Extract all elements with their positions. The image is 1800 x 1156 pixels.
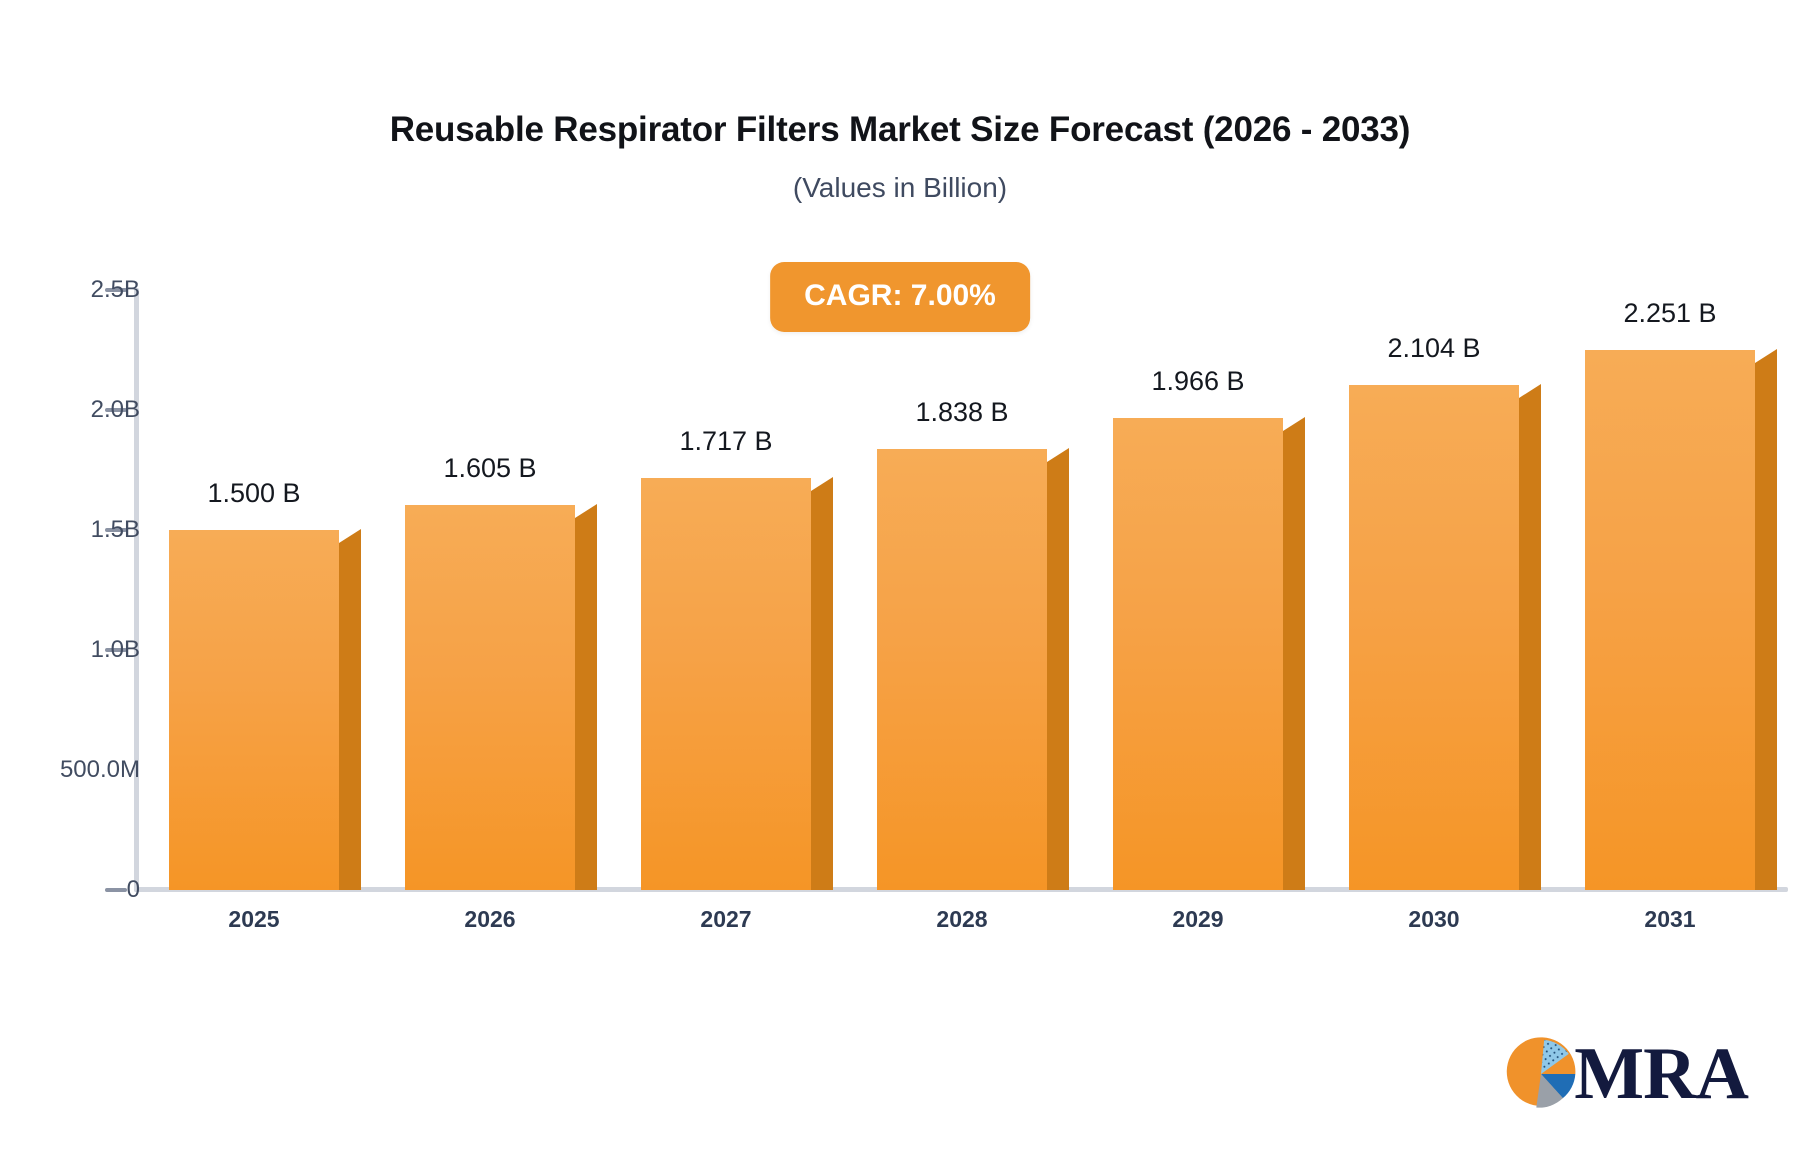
bar-value-label: 2.251 B	[1623, 298, 1717, 328]
bar-front-face	[641, 478, 811, 890]
bar-front-face	[1113, 418, 1283, 890]
brand-logo: MRA	[1502, 1032, 1749, 1115]
bar-2026[interactable]: 1.605 B	[405, 455, 597, 890]
bar-side-face	[1047, 462, 1069, 890]
chart-subtitle: (Values in Billion)	[792, 172, 1008, 204]
bar-value-label: 1.605 B	[443, 453, 537, 483]
bar-side-face	[811, 491, 833, 890]
bar-2025[interactable]: 1.500 B	[169, 480, 361, 890]
bar-bevel	[1283, 417, 1305, 431]
bar-side-face	[575, 518, 597, 890]
bar-side-face	[339, 543, 361, 890]
y-axis-tick-label: 0	[126, 876, 140, 903]
y-axis-line	[134, 288, 139, 892]
bar-front-face	[1585, 350, 1755, 890]
bar-value-label: 1.838 B	[915, 397, 1009, 427]
x-axis-label-2025: 2025	[228, 906, 280, 932]
y-axis-tick-label: 2.0B	[90, 396, 140, 423]
bar-front-face	[877, 449, 1047, 890]
bar-value-label: 1.717 B	[679, 426, 773, 456]
bar-2027[interactable]: 1.717 B	[641, 428, 833, 890]
cagr-badge: CAGR: 7.00%	[770, 262, 1030, 332]
y-axis-tick-label: 1.5B	[90, 516, 140, 543]
x-axis-label-2026: 2026	[464, 906, 516, 932]
y-axis-tick-mark	[105, 648, 127, 652]
x-axis-label-2028: 2028	[936, 906, 988, 932]
logo-wordmark: MRA	[1574, 1032, 1749, 1115]
x-axis-label-2031: 2031	[1644, 906, 1696, 932]
y-axis-tick-label: 2.5B	[90, 276, 140, 303]
y-axis-tick-mark	[105, 528, 127, 532]
bar-2030[interactable]: 2.104 B	[1349, 335, 1541, 890]
pie-chart-icon	[1507, 1037, 1576, 1108]
bar-bevel	[811, 477, 833, 491]
y-axis-tick-label: 500.0M	[59, 756, 140, 783]
bar-2029[interactable]: 1.966 B	[1113, 368, 1305, 890]
bar-2028[interactable]: 1.838 B	[877, 399, 1069, 890]
bar-bevel	[1519, 384, 1541, 398]
bar-front-face	[1349, 385, 1519, 890]
y-axis-tick-mark	[105, 288, 127, 292]
bar-side-face	[1755, 363, 1777, 890]
x-axis-label-2027: 2027	[700, 906, 752, 932]
bar-2031[interactable]: 2.251 B	[1585, 300, 1777, 890]
y-axis-tick-mark	[105, 408, 127, 412]
x-axis-label-2029: 2029	[1172, 906, 1224, 932]
y-axis-tick-mark	[105, 888, 127, 892]
bar-bevel	[1755, 349, 1777, 363]
chart-title: Reusable Respirator Filters Market Size …	[389, 110, 1411, 149]
bar-value-label: 2.104 B	[1387, 333, 1481, 363]
bar-bevel	[575, 504, 597, 518]
bar-side-face	[1519, 398, 1541, 890]
y-axis-tick-label: 1.0B	[90, 636, 140, 663]
bar-side-face	[1283, 431, 1305, 890]
bar-bevel	[1047, 448, 1069, 462]
x-axis-label-2030: 2030	[1408, 906, 1460, 932]
chart-header: Reusable Respirator Filters Market Size …	[0, 110, 1800, 204]
bar-value-label: 1.966 B	[1151, 366, 1245, 396]
bar-value-label: 1.500 B	[207, 478, 301, 508]
bar-front-face	[169, 530, 339, 890]
bar-bevel	[339, 529, 361, 543]
bar-front-face	[405, 505, 575, 890]
